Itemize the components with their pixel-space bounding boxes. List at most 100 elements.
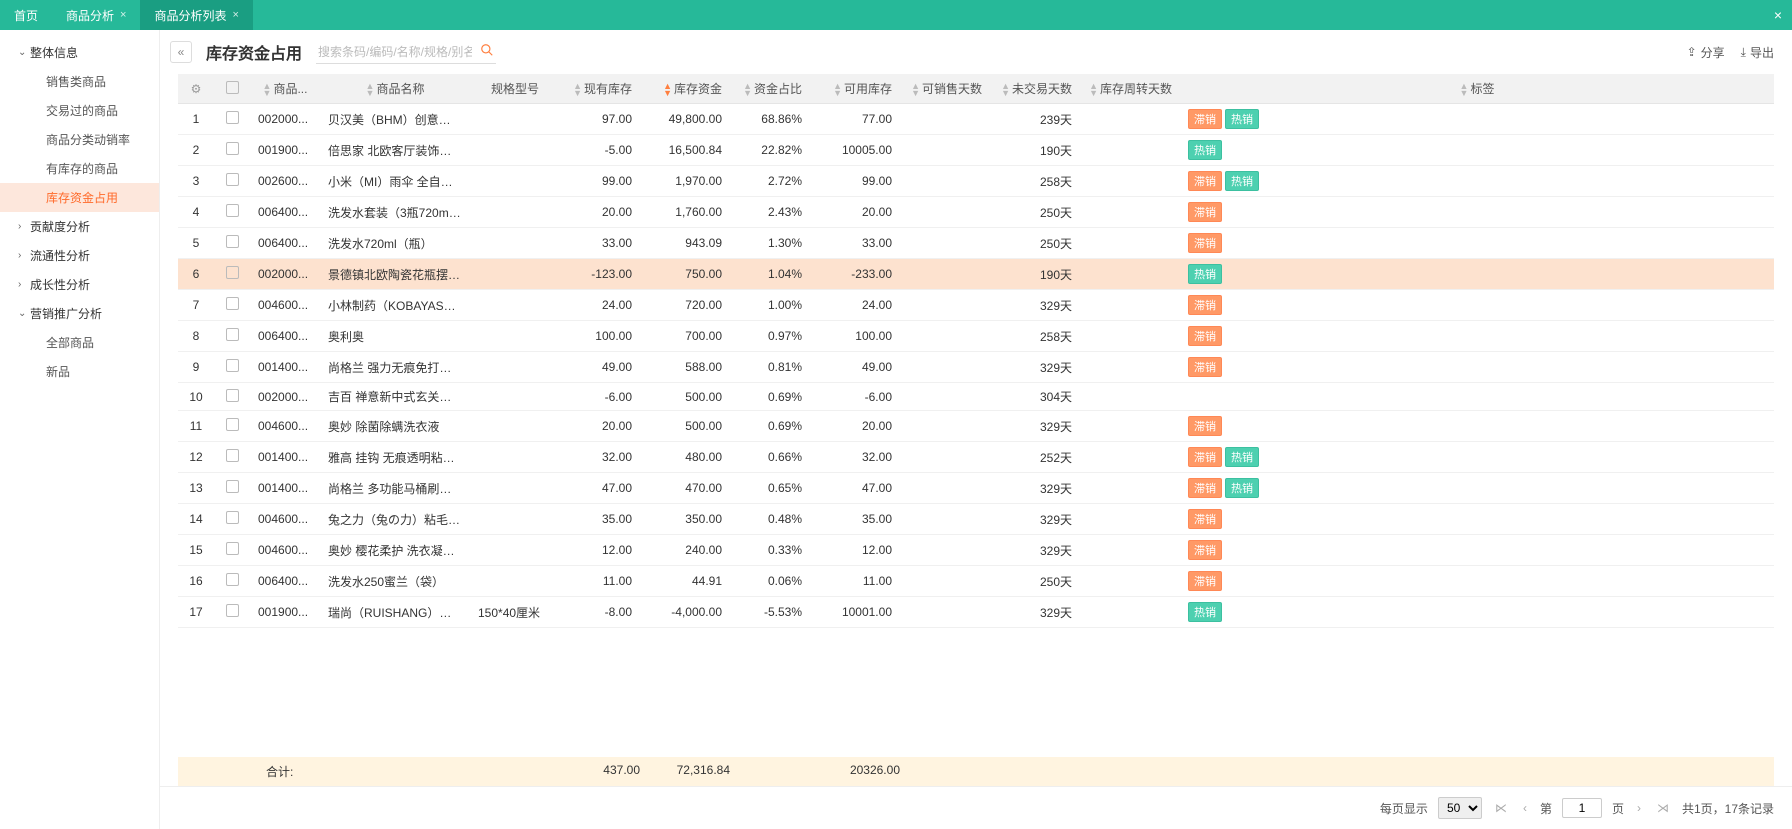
sidebar-group[interactable]: ›流通性分析: [0, 241, 159, 270]
top-tab[interactable]: 首页: [0, 0, 52, 30]
cell-days: [900, 504, 990, 535]
table-row[interactable]: 6002000...景德镇北欧陶瓷花瓶摆件 优-123.00750.001.04…: [178, 259, 1774, 290]
cell-avail: 10001.00: [810, 597, 900, 628]
sidebar-item[interactable]: 库存资金占用: [0, 183, 159, 212]
sidebar-item[interactable]: 商品分类动销率: [0, 125, 159, 154]
sidebar-item[interactable]: 全部商品: [0, 328, 159, 357]
table-row[interactable]: 5006400...洗发水720ml（瓶）33.00943.091.30%33.…: [178, 228, 1774, 259]
tag-badge: 热销: [1225, 109, 1259, 129]
row-checkbox[interactable]: [226, 359, 239, 372]
tag-badge: 热销: [1225, 171, 1259, 191]
column-header[interactable]: ▲▼可销售天数: [900, 74, 990, 104]
cell-fund: 16,500.84: [640, 135, 730, 166]
sidebar-group[interactable]: ⌄营销推广分析: [0, 299, 159, 328]
row-checkbox[interactable]: [226, 111, 239, 124]
column-header[interactable]: ▲▼资金占比: [730, 74, 810, 104]
cell-tags: 滞销: [1180, 504, 1774, 535]
row-checkbox[interactable]: [226, 418, 239, 431]
sidebar-group[interactable]: ⌄整体信息: [0, 38, 159, 67]
table-row[interactable]: 8006400...奥利奥100.00700.000.97%100.00258天…: [178, 321, 1774, 352]
top-tab[interactable]: 商品分析列表×: [140, 0, 252, 30]
pager-last-icon[interactable]: ⋊: [1654, 801, 1672, 815]
column-header[interactable]: ▲▼商品名称: [320, 74, 470, 104]
table-row[interactable]: 10002000...吉百 禅意新中式玄关摆件客-6.00500.000.69%…: [178, 383, 1774, 411]
close-icon[interactable]: ×: [1774, 7, 1782, 23]
gear-icon[interactable]: ⚙: [191, 82, 202, 96]
row-checkbox[interactable]: [226, 449, 239, 462]
table-row[interactable]: 9001400...尚格兰 强力无痕免打孔浴室49.00588.000.81%4…: [178, 352, 1774, 383]
tab-close-icon[interactable]: ×: [120, 9, 126, 21]
row-checkbox[interactable]: [226, 573, 239, 586]
cell-code: 006400...: [250, 197, 320, 228]
row-checkbox[interactable]: [226, 480, 239, 493]
cell-spec: [470, 383, 560, 411]
cell-turn: [1080, 442, 1180, 473]
column-header[interactable]: ▲▼可用库存: [810, 74, 900, 104]
cell-avail: 47.00: [810, 473, 900, 504]
row-checkbox[interactable]: [226, 142, 239, 155]
top-tab[interactable]: 商品分析×: [52, 0, 140, 30]
table-row[interactable]: 11004600...奥妙 除菌除螨洗衣液20.00500.000.69%20.…: [178, 411, 1774, 442]
row-checkbox[interactable]: [226, 204, 239, 217]
column-header[interactable]: ▲▼标签: [1180, 74, 1774, 104]
table-row[interactable]: 13001400...尚格兰 多功能马桶刷套装 带47.00470.000.65…: [178, 473, 1774, 504]
row-checkbox[interactable]: [226, 511, 239, 524]
column-label: 库存周转天数: [1100, 82, 1172, 96]
row-checkbox[interactable]: [226, 297, 239, 310]
sidebar-group[interactable]: ›贡献度分析: [0, 212, 159, 241]
select-all-checkbox[interactable]: [226, 81, 239, 94]
column-header[interactable]: ▲▼库存资金: [640, 74, 730, 104]
table-row[interactable]: 1002000...贝汉美（BHM）创意北欧风97.0049,800.0068.…: [178, 104, 1774, 135]
cell-pct: 2.72%: [730, 166, 810, 197]
sidebar-group-label: 贡献度分析: [30, 218, 90, 235]
column-header[interactable]: ▲▼未交易天数: [990, 74, 1080, 104]
pager-first-icon[interactable]: ⋉: [1492, 801, 1510, 815]
page-input[interactable]: [1562, 798, 1602, 818]
table-row[interactable]: 7004600...小林制药（KOBAYASHI）日24.00720.001.0…: [178, 290, 1774, 321]
sidebar-item[interactable]: 交易过的商品: [0, 96, 159, 125]
table-row[interactable]: 17001900...瑞尚（RUISHANG）卧室沙150*40厘米-8.00-…: [178, 597, 1774, 628]
per-page-label: 每页显示: [1380, 800, 1428, 817]
sidebar-item[interactable]: 新品: [0, 357, 159, 386]
table-row[interactable]: 14004600...兔之力（兔の力）粘毛器粘35.00350.000.48%3…: [178, 504, 1774, 535]
sidebar-item[interactable]: 有库存的商品: [0, 154, 159, 183]
table-row[interactable]: 12001400...雅高 挂钩 无痕透明粘钩 强32.00480.000.66…: [178, 442, 1774, 473]
cell-days: [900, 197, 990, 228]
cell-avail: 99.00: [810, 166, 900, 197]
per-page-select[interactable]: 50: [1438, 797, 1482, 819]
table-row[interactable]: 2001900...倍思家 北欧客厅装饰画卧室-5.0016,500.8422.…: [178, 135, 1774, 166]
share-button[interactable]: ⇪分享: [1687, 44, 1725, 61]
tab-close-icon[interactable]: ×: [232, 9, 238, 21]
sort-icon: ▲▼: [911, 83, 920, 97]
pager-next-icon[interactable]: ›: [1634, 801, 1644, 815]
column-header[interactable]: ▲▼商品...: [250, 74, 320, 104]
row-checkbox[interactable]: [226, 173, 239, 186]
export-button[interactable]: ⤓导出: [1741, 44, 1774, 61]
column-header[interactable]: ▲▼现有库存: [560, 74, 640, 104]
table-row[interactable]: 15004600...奥妙 樱花柔护 洗衣凝珠 1012.00240.000.3…: [178, 535, 1774, 566]
table-row[interactable]: 16006400...洗发水250蜜兰（袋）11.0044.910.06%11.…: [178, 566, 1774, 597]
row-checkbox[interactable]: [226, 389, 239, 402]
collapse-sidebar-button[interactable]: «: [170, 41, 192, 63]
row-checkbox[interactable]: [226, 266, 239, 279]
row-checkbox[interactable]: [226, 604, 239, 617]
sidebar-group[interactable]: ›成长性分析: [0, 270, 159, 299]
cell-spec: [470, 566, 560, 597]
column-header[interactable]: ▲▼库存周转天数: [1080, 74, 1180, 104]
cell-stock: -6.00: [560, 383, 640, 411]
pager-prev-icon[interactable]: ‹: [1520, 801, 1530, 815]
row-checkbox[interactable]: [226, 542, 239, 555]
table-row[interactable]: 4006400...洗发水套装（3瓶720ml+1）20.001,760.002…: [178, 197, 1774, 228]
sidebar-item[interactable]: 销售类商品: [0, 67, 159, 96]
chevron-down-icon: ⌄: [18, 308, 26, 319]
cell-notrade: 329天: [990, 535, 1080, 566]
cell-spec: [470, 104, 560, 135]
cell-code: 004600...: [250, 290, 320, 321]
cell-name: 瑞尚（RUISHANG）卧室沙: [320, 597, 470, 628]
row-checkbox[interactable]: [226, 235, 239, 248]
table-row[interactable]: 3002600...小米（MI）雨伞 全自动折叠99.001,970.002.7…: [178, 166, 1774, 197]
cell-turn: [1080, 535, 1180, 566]
search-input[interactable]: [316, 41, 496, 64]
search-icon[interactable]: [480, 43, 494, 60]
row-checkbox[interactable]: [226, 328, 239, 341]
